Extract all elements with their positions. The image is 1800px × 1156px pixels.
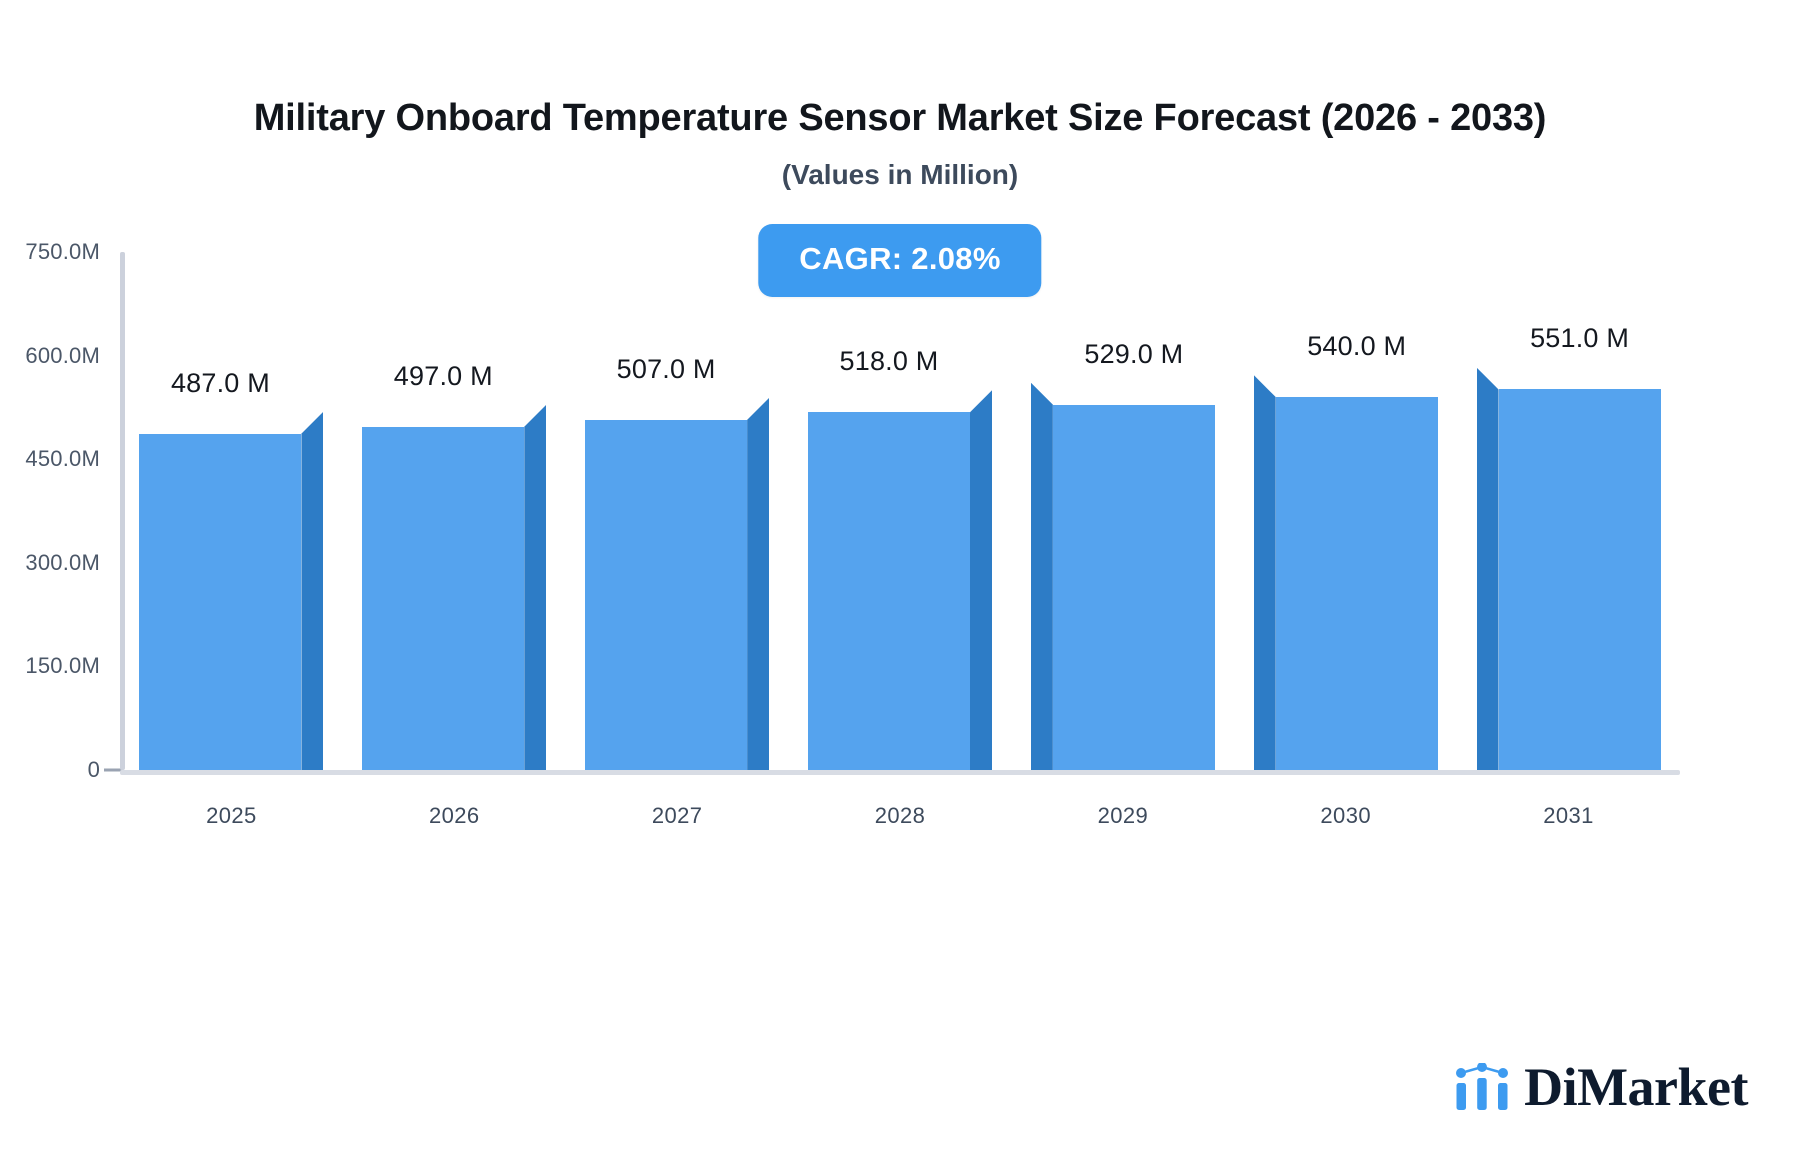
x-axis-tick-label: 2028 (874, 803, 926, 828)
x-axis-tick-label: 2026 (428, 803, 480, 828)
y-axis-tick-label: 0 (87, 757, 100, 782)
title-block: Military Onboard Temperature Sensor Mark… (0, 97, 1800, 191)
bar-front-face (1052, 404, 1215, 770)
x-axis-tick-label: 2029 (1097, 803, 1149, 828)
y-axis-tick-label: 300.0M (25, 549, 100, 575)
x-axis-tick-label: 2030 (1320, 803, 1371, 828)
brand-logo: DiMarket (1454, 1060, 1748, 1114)
bar-value-label: 487.0 M (170, 367, 270, 398)
bar-side-face (747, 397, 770, 770)
bar-side-face (1476, 367, 1499, 770)
bar-value-label: 518.0 M (839, 346, 939, 377)
bar-value-label: 529.0 M (1084, 338, 1184, 369)
y-axis-tick-label: 450.0M (25, 446, 100, 472)
bar[interactable] (120, 252, 1680, 770)
bar-chart-icon (1454, 1063, 1510, 1111)
x-axis-tick-label: 2027 (651, 803, 703, 828)
bar-front-face (808, 412, 970, 770)
bar-side-face (301, 411, 324, 770)
bar[interactable] (120, 252, 1680, 770)
bar-value-label: 540.0 M (1307, 331, 1407, 362)
bar-front-face (1498, 389, 1661, 770)
bar-front-face (139, 433, 302, 770)
bar-value-label: 551.0 M (1530, 323, 1630, 354)
y-axis-tick-label: 600.0M (25, 342, 100, 368)
cagr-badge: CAGR: 2.08% (758, 224, 1042, 297)
y-axis-tick-label: 750.0M (25, 239, 100, 264)
y-axis-line (120, 252, 125, 770)
bar-side-face (970, 390, 992, 770)
brand-name: DiMarket (1524, 1057, 1748, 1117)
plot-area (120, 252, 1680, 775)
bar-side-face (1253, 375, 1276, 770)
bar-front-face (585, 419, 748, 770)
x-axis-tick-label: 2025 (206, 803, 257, 828)
y-axis-tick-label: 150.0M (25, 653, 100, 679)
bar[interactable] (120, 252, 1680, 770)
bar-front-face (362, 426, 525, 770)
y-axis-zero-tick (104, 768, 122, 772)
bar-value-label: 497.0 M (393, 360, 493, 391)
bar[interactable] (120, 252, 1680, 770)
bar-side-face (524, 404, 547, 770)
bar-value-label: 507.0 M (616, 353, 716, 384)
x-axis-tick-label: 2031 (1543, 803, 1594, 828)
bar[interactable] (120, 252, 1680, 770)
chart-subtitle: (Values in Million) (781, 158, 1019, 190)
x-axis-line (120, 770, 1680, 775)
page-title: Military Onboard Temperature Sensor Mark… (253, 97, 1547, 139)
bar-side-face (1030, 382, 1053, 770)
bar[interactable] (120, 252, 1680, 770)
bar-front-face (1275, 397, 1438, 770)
bar[interactable] (120, 252, 1680, 770)
